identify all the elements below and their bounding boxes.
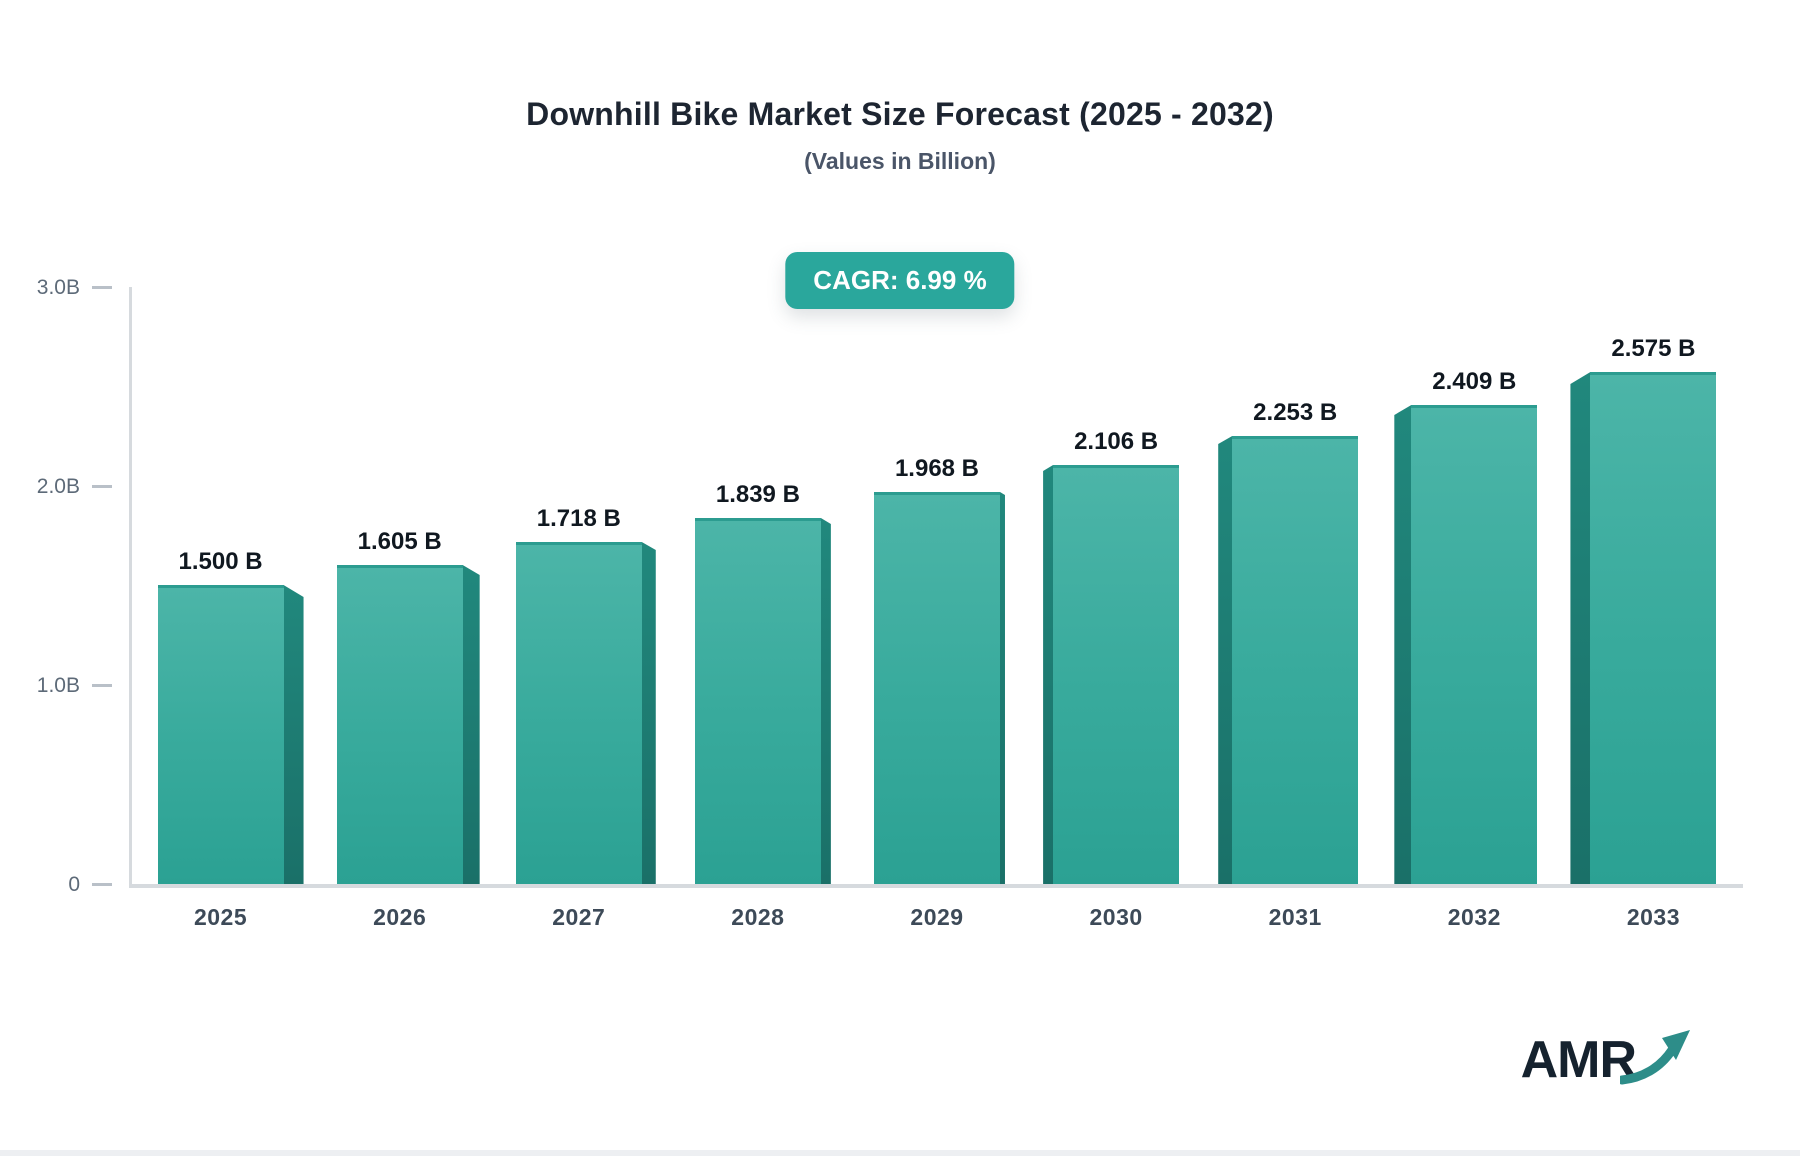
bar-face bbox=[694, 518, 821, 884]
bar-side bbox=[283, 585, 304, 884]
bar-side bbox=[1570, 372, 1591, 884]
bar-face bbox=[873, 492, 1000, 884]
bar-value-label: 1.968 B bbox=[894, 455, 980, 482]
bar-side bbox=[999, 492, 1005, 884]
bar-side bbox=[820, 518, 831, 884]
y-axis-tick-mark bbox=[92, 883, 112, 886]
bar-column-2030: 2.106 B 2030 bbox=[1027, 0, 1206, 930]
bar-column-2027: 1.718 B 2027 bbox=[489, 0, 668, 930]
bar-2026: 1.605 B bbox=[336, 528, 480, 884]
bar-value-label: 2.409 B bbox=[1432, 368, 1517, 395]
x-axis-label: 2026 bbox=[373, 904, 427, 930]
bar-2029: 1.968 B bbox=[873, 455, 1005, 884]
bar-side bbox=[1394, 405, 1412, 884]
bar-value-label: 2.106 B bbox=[1074, 428, 1159, 455]
plot-area: 1.500 B 2025 1.605 B 2026 1.718 B 2027 1.839 B… bbox=[131, 0, 1743, 930]
bar-column-2033: 2.575 B 2033 bbox=[1564, 0, 1743, 930]
bar-side bbox=[641, 542, 656, 884]
bar-face bbox=[1590, 372, 1717, 884]
bar-2030: 2.106 B bbox=[1043, 428, 1180, 884]
bar-side bbox=[1043, 465, 1054, 884]
brand-logo-text: AMR bbox=[1520, 1031, 1637, 1089]
bar-column-2025: 1.500 B 2025 bbox=[131, 0, 310, 930]
bar-2032: 2.409 B bbox=[1394, 368, 1538, 884]
y-axis-line bbox=[129, 287, 132, 885]
bar-value-label: 2.253 B bbox=[1253, 399, 1338, 426]
y-axis-tick-mark bbox=[92, 485, 112, 488]
x-axis-label: 2030 bbox=[1089, 904, 1143, 930]
bar-face bbox=[157, 585, 284, 884]
brand-logo: AMR bbox=[1520, 1030, 1692, 1090]
bar-side bbox=[462, 565, 480, 884]
x-axis-label: 2033 bbox=[1626, 904, 1681, 930]
x-axis-label: 2032 bbox=[1447, 904, 1501, 930]
bar-2025: 1.500 B bbox=[157, 548, 304, 884]
x-axis-label: 2028 bbox=[731, 904, 785, 930]
x-axis-label: 2025 bbox=[193, 904, 248, 930]
x-axis-label: 2029 bbox=[910, 904, 964, 930]
bottom-divider bbox=[0, 1150, 1800, 1156]
bar-2027: 1.718 B bbox=[515, 505, 656, 884]
bar-2031: 2.253 B bbox=[1218, 399, 1359, 884]
bar-value-label: 1.718 B bbox=[536, 505, 621, 532]
bar-face bbox=[1053, 465, 1180, 884]
y-axis-tick-label: 0 bbox=[68, 873, 80, 896]
y-axis-tick-mark bbox=[92, 286, 112, 289]
bar-column-2026: 1.605 B 2026 bbox=[310, 0, 489, 930]
y-axis-tick-label: 3.0B bbox=[36, 276, 80, 299]
bar-face bbox=[1232, 436, 1359, 884]
bar-column-2031: 2.253 B 2031 bbox=[1206, 0, 1385, 930]
y-axis-tick-mark bbox=[92, 684, 112, 687]
cagr-badge: CAGR: 6.99 % bbox=[785, 252, 1015, 309]
bar-value-label: 1.500 B bbox=[178, 548, 263, 575]
bar-column-2029: 1.968 B 2029 bbox=[847, 0, 1026, 930]
bar-value-label: 1.605 B bbox=[357, 528, 442, 555]
x-axis-baseline bbox=[129, 884, 1743, 888]
bar-value-label: 1.839 B bbox=[715, 481, 800, 508]
bar-face bbox=[515, 542, 642, 884]
x-axis-label: 2027 bbox=[552, 904, 606, 930]
bar-2033: 2.575 B bbox=[1570, 335, 1717, 884]
y-axis-tick-label: 1.0B bbox=[36, 674, 80, 697]
x-axis-label: 2031 bbox=[1268, 904, 1322, 930]
bar-2028: 1.839 B bbox=[694, 481, 831, 884]
bar-side bbox=[1218, 436, 1233, 884]
bar-face bbox=[336, 565, 463, 884]
page-subtitle: (Values in Billion) bbox=[804, 148, 996, 174]
bar-column-2032: 2.409 B 2032 bbox=[1385, 0, 1564, 930]
y-axis-tick-label: 2.0B bbox=[36, 475, 80, 498]
growth-arrow-icon bbox=[1620, 1030, 1690, 1085]
bar-face bbox=[1411, 405, 1538, 884]
bar-value-label: 2.575 B bbox=[1611, 335, 1696, 362]
bar-column-2028: 1.839 B 2028 bbox=[668, 0, 847, 930]
page-title: Downhill Bike Market Size Forecast (2025… bbox=[526, 96, 1274, 132]
